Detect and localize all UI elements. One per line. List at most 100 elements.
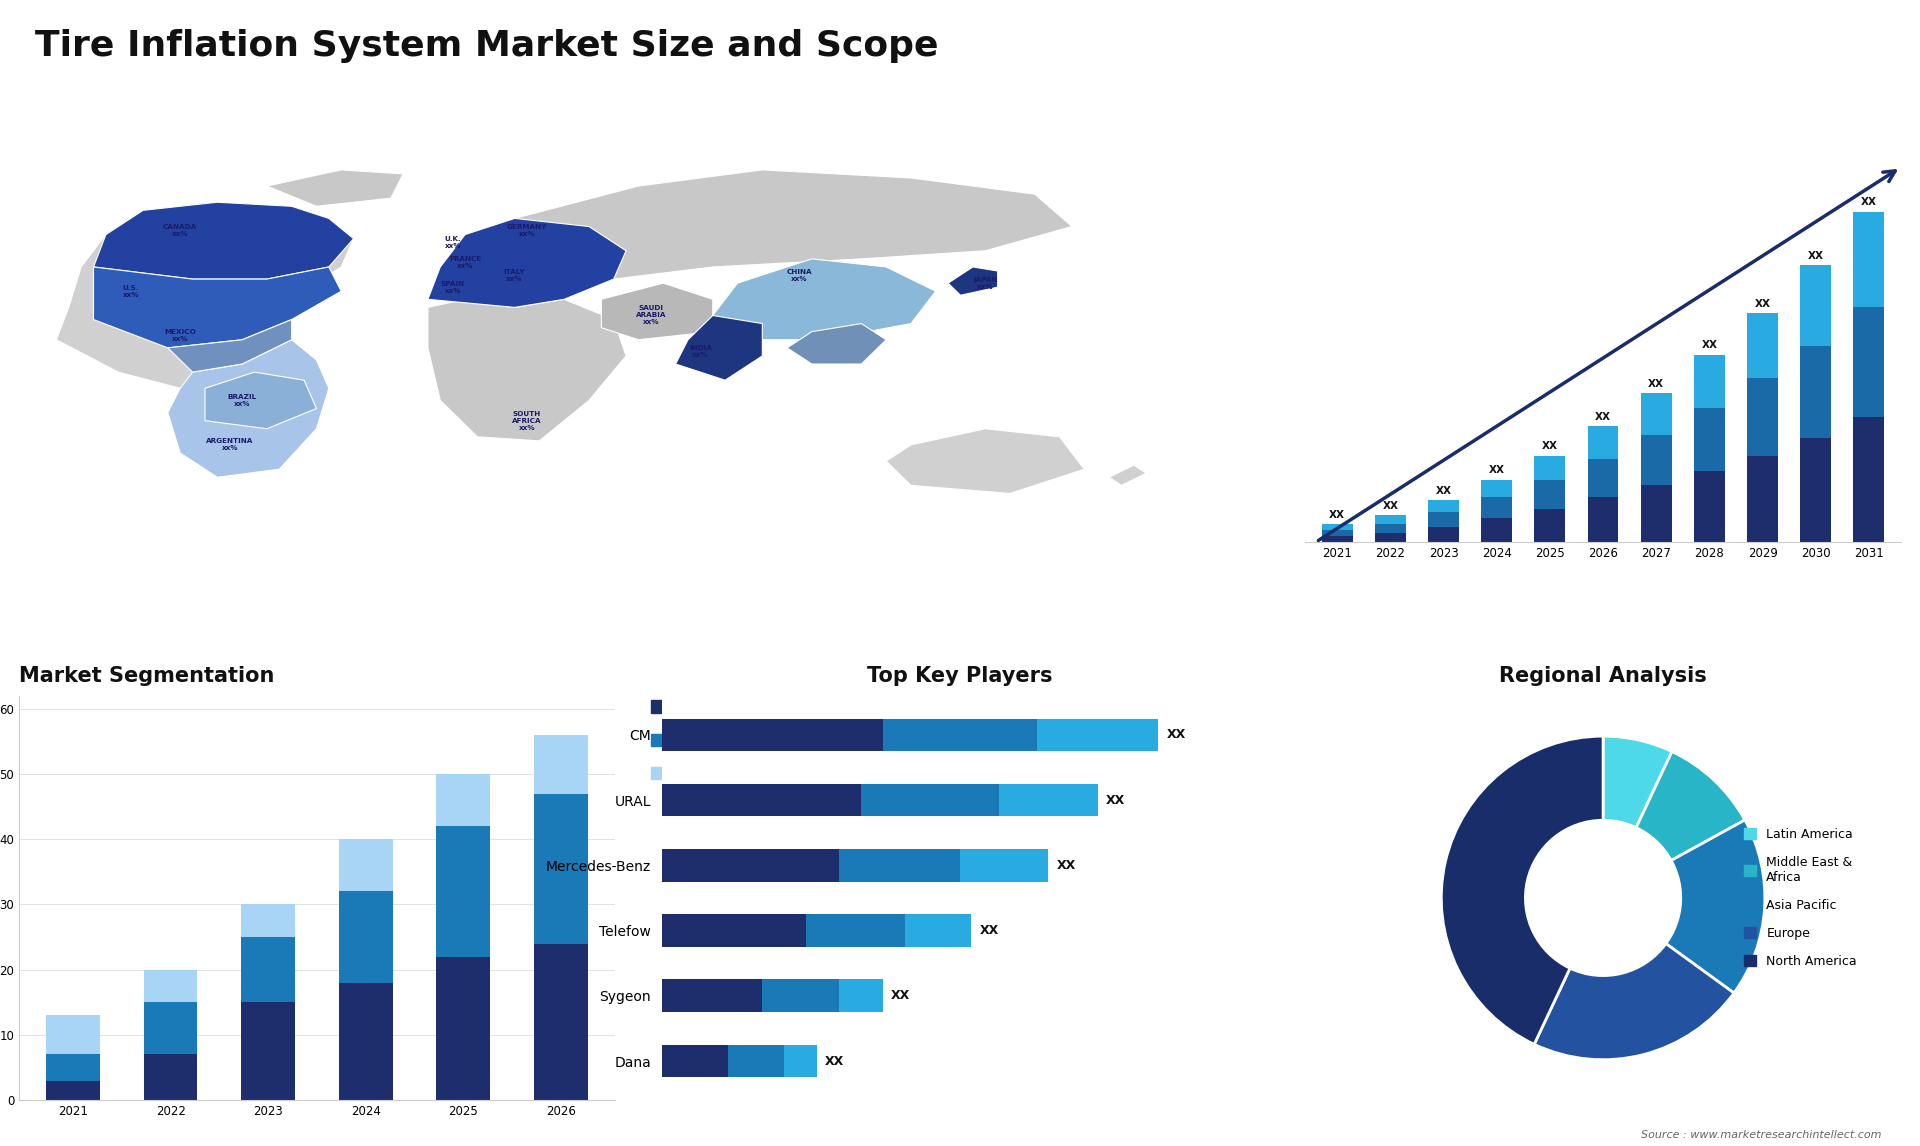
Bar bbox=[1747, 456, 1778, 542]
Text: XX: XX bbox=[1542, 441, 1557, 452]
Text: U.K.
xx%: U.K. xx% bbox=[444, 236, 461, 249]
Bar bbox=[1801, 346, 1832, 438]
Text: XX: XX bbox=[1860, 197, 1878, 207]
Bar bbox=[46, 1015, 100, 1054]
Polygon shape bbox=[465, 170, 1071, 280]
Bar bbox=[662, 849, 839, 881]
Bar bbox=[436, 774, 490, 826]
Bar bbox=[338, 839, 392, 892]
Bar bbox=[1588, 458, 1619, 497]
Bar bbox=[1693, 471, 1724, 542]
Polygon shape bbox=[887, 429, 1085, 494]
Bar bbox=[860, 784, 998, 816]
Bar bbox=[1482, 518, 1513, 542]
Legend: Latin America, Middle East &
Africa, Asia Pacific, Europe, North America: Latin America, Middle East & Africa, Asi… bbox=[1740, 823, 1862, 973]
Text: FRANCE
xx%: FRANCE xx% bbox=[449, 257, 482, 269]
Bar bbox=[338, 892, 392, 983]
Polygon shape bbox=[267, 170, 403, 206]
Bar bbox=[1321, 531, 1354, 536]
Text: XX: XX bbox=[1755, 298, 1770, 308]
Text: BRAZIL
xx%: BRAZIL xx% bbox=[228, 394, 257, 407]
Wedge shape bbox=[1442, 736, 1603, 1044]
Text: XX: XX bbox=[1329, 510, 1346, 519]
Bar bbox=[1375, 524, 1405, 533]
Bar bbox=[662, 980, 762, 1012]
Polygon shape bbox=[787, 323, 887, 364]
Bar bbox=[1747, 313, 1778, 378]
Bar bbox=[1482, 497, 1513, 518]
Bar bbox=[883, 719, 1037, 751]
Bar bbox=[242, 1003, 296, 1100]
Bar bbox=[1642, 393, 1672, 435]
Bar bbox=[783, 1045, 816, 1077]
Text: XX: XX bbox=[979, 924, 998, 937]
Bar bbox=[662, 784, 860, 816]
Wedge shape bbox=[1534, 943, 1734, 1060]
Polygon shape bbox=[94, 267, 342, 348]
Bar bbox=[662, 719, 883, 751]
Wedge shape bbox=[1603, 736, 1672, 827]
Text: ARGENTINA
xx%: ARGENTINA xx% bbox=[205, 439, 253, 452]
Bar bbox=[1534, 456, 1565, 479]
Bar bbox=[1321, 536, 1354, 542]
Bar bbox=[1482, 479, 1513, 497]
Text: XX: XX bbox=[1647, 379, 1665, 388]
Bar bbox=[242, 904, 296, 937]
Text: XX: XX bbox=[1106, 793, 1125, 807]
Polygon shape bbox=[167, 339, 328, 477]
Bar bbox=[1853, 417, 1884, 542]
Text: XX: XX bbox=[1382, 501, 1398, 511]
Polygon shape bbox=[428, 299, 626, 441]
Bar bbox=[762, 980, 839, 1012]
Polygon shape bbox=[948, 267, 998, 296]
Text: JAPAN
xx%: JAPAN xx% bbox=[973, 276, 998, 290]
Bar bbox=[534, 793, 588, 943]
Bar bbox=[534, 943, 588, 1100]
Bar bbox=[806, 915, 904, 947]
Title: Regional Analysis: Regional Analysis bbox=[1500, 666, 1707, 685]
Text: GERMANY
xx%: GERMANY xx% bbox=[507, 225, 547, 237]
Bar bbox=[1693, 408, 1724, 471]
Polygon shape bbox=[1110, 465, 1146, 486]
Bar bbox=[960, 849, 1048, 881]
Text: XX: XX bbox=[1809, 251, 1824, 261]
Bar bbox=[998, 784, 1098, 816]
Polygon shape bbox=[205, 372, 317, 429]
Text: SPAIN
xx%: SPAIN xx% bbox=[440, 281, 465, 293]
Text: CANADA
xx%: CANADA xx% bbox=[163, 225, 198, 237]
Bar bbox=[534, 735, 588, 793]
Bar bbox=[1375, 516, 1405, 524]
Text: ITALY
xx%: ITALY xx% bbox=[503, 268, 526, 282]
Text: U.S.
xx%: U.S. xx% bbox=[123, 284, 138, 298]
Legend: Application, Product, Geography: Application, Product, Geography bbox=[645, 694, 760, 786]
Bar bbox=[1642, 486, 1672, 542]
Bar bbox=[436, 957, 490, 1100]
Bar bbox=[839, 849, 960, 881]
Wedge shape bbox=[1667, 821, 1764, 994]
Bar bbox=[1801, 266, 1832, 346]
Bar bbox=[1428, 527, 1459, 542]
Polygon shape bbox=[167, 320, 292, 372]
Text: XX: XX bbox=[826, 1054, 845, 1068]
Bar bbox=[1588, 497, 1619, 542]
Bar bbox=[1853, 212, 1884, 307]
Bar bbox=[1534, 479, 1565, 509]
Wedge shape bbox=[1636, 752, 1745, 861]
Polygon shape bbox=[712, 259, 935, 339]
Bar bbox=[1321, 524, 1354, 531]
Bar bbox=[1853, 307, 1884, 417]
Text: Source : www.marketresearchintellect.com: Source : www.marketresearchintellect.com bbox=[1642, 1130, 1882, 1140]
Text: XX: XX bbox=[1701, 340, 1716, 351]
Bar bbox=[839, 980, 883, 1012]
Bar bbox=[338, 983, 392, 1100]
Bar bbox=[1428, 512, 1459, 527]
Bar bbox=[242, 937, 296, 1003]
Text: Market Segmentation: Market Segmentation bbox=[19, 666, 275, 685]
Text: SOUTH
AFRICA
xx%: SOUTH AFRICA xx% bbox=[513, 410, 541, 431]
Bar bbox=[662, 915, 806, 947]
Bar bbox=[1801, 438, 1832, 542]
Text: XX: XX bbox=[891, 989, 910, 1003]
Text: SAUDI
ARABIA
xx%: SAUDI ARABIA xx% bbox=[636, 306, 666, 325]
Bar bbox=[144, 970, 198, 1003]
Bar bbox=[1428, 501, 1459, 512]
